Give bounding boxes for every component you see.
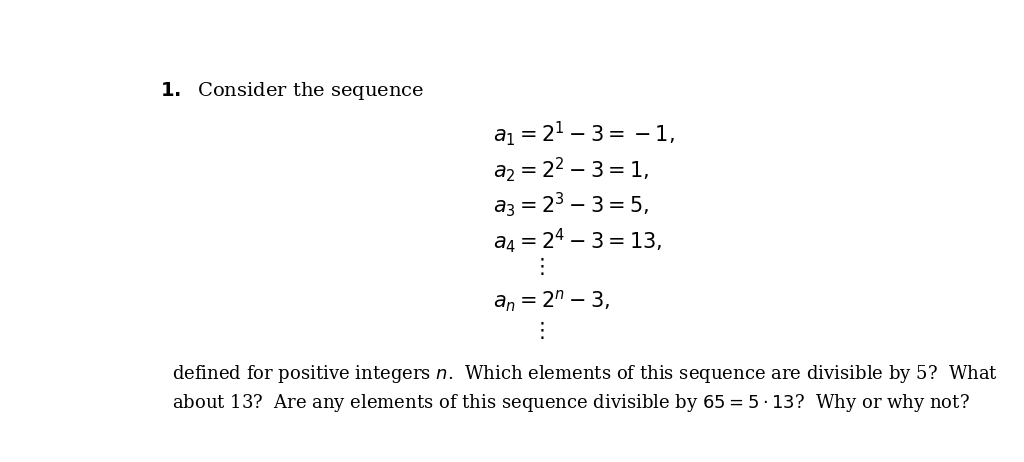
Text: $\mathbf{1.}$  Consider the sequence: $\mathbf{1.}$ Consider the sequence: [160, 80, 424, 103]
Text: $a_n = 2^n - 3,$: $a_n = 2^n - 3,$: [494, 288, 610, 314]
Text: about 13?  Are any elements of this sequence divisible by $65 = 5 \cdot 13$?  Wh: about 13? Are any elements of this seque…: [172, 392, 970, 413]
Text: $a_1 = 2^1 - 3 = -1,$: $a_1 = 2^1 - 3 = -1,$: [494, 120, 675, 148]
Text: $\vdots$: $\vdots$: [531, 256, 545, 278]
Text: $a_3 = 2^3 - 3 = 5,$: $a_3 = 2^3 - 3 = 5,$: [494, 191, 649, 219]
Text: defined for positive integers $n$.  Which elements of this sequence are divisibl: defined for positive integers $n$. Which…: [172, 363, 997, 385]
Text: $a_4 = 2^4 - 3 = 13,$: $a_4 = 2^4 - 3 = 13,$: [494, 226, 663, 255]
Text: $\vdots$: $\vdots$: [531, 321, 545, 341]
Text: $a_2 = 2^2 - 3 = 1,$: $a_2 = 2^2 - 3 = 1,$: [494, 155, 649, 184]
